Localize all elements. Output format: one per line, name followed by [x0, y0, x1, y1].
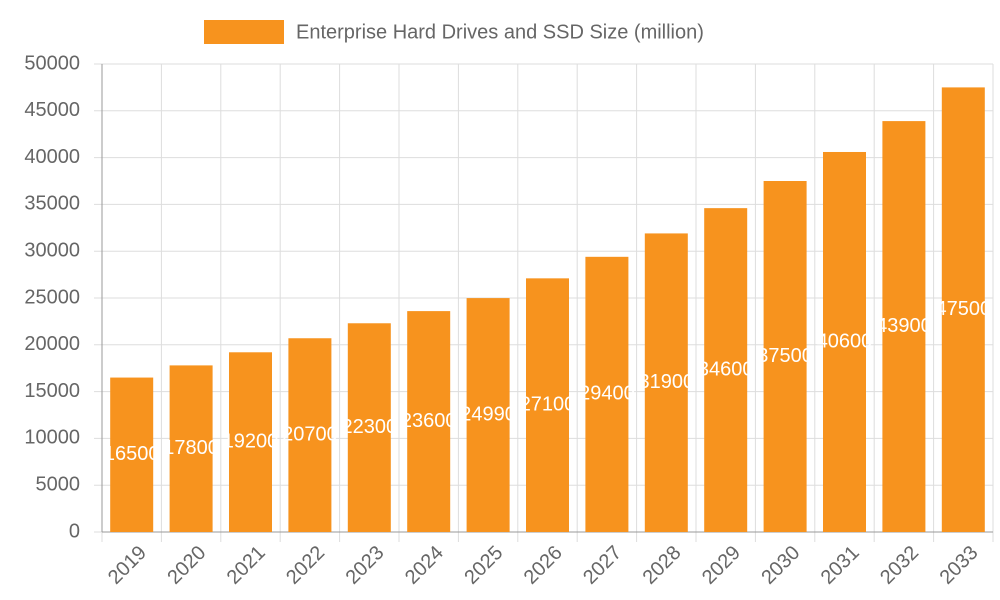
data-label: 43900	[876, 315, 932, 337]
bar	[882, 121, 926, 532]
x-tick-label: 2026	[520, 542, 567, 589]
bar	[407, 311, 451, 532]
data-label: 19200	[223, 430, 279, 452]
bar	[169, 365, 213, 532]
bar	[110, 377, 154, 532]
data-label: 37500	[757, 345, 813, 367]
data-label: 16500	[104, 443, 160, 465]
x-tick-label: 2023	[342, 542, 389, 589]
data-label: 29400	[579, 383, 635, 405]
x-tick-label: 2020	[163, 542, 210, 589]
y-tick-label: 20000	[24, 333, 80, 355]
bar	[644, 233, 688, 532]
x-tick-label: 2025	[460, 542, 507, 589]
legend-swatch	[204, 20, 284, 44]
y-tick-label: 50000	[24, 52, 80, 74]
bar	[823, 151, 866, 532]
data-label: 47500	[935, 298, 991, 320]
y-tick-label: 30000	[24, 239, 80, 261]
bar	[763, 181, 807, 532]
x-tick-label: 2022	[282, 542, 329, 589]
bar	[704, 208, 748, 533]
x-tick-label: 2033	[936, 542, 983, 589]
bar	[229, 352, 272, 532]
bar	[288, 338, 332, 532]
bar	[941, 87, 985, 533]
data-label: 24990	[460, 403, 516, 425]
data-label: 20700	[282, 423, 338, 445]
data-label: 34600	[698, 358, 754, 380]
y-tick-label: 0	[69, 520, 80, 542]
y-tick-label: 15000	[24, 380, 80, 402]
x-tick-label: 2028	[639, 542, 686, 589]
bar	[585, 256, 629, 532]
bar	[526, 278, 569, 532]
data-label: 40600	[817, 330, 873, 352]
x-tick-label: 2032	[876, 542, 923, 589]
y-tick-label: 40000	[24, 146, 80, 168]
data-label: 22300	[341, 416, 397, 438]
y-tick-label: 5000	[36, 473, 81, 495]
y-tick-label: 10000	[24, 427, 80, 449]
data-label: 31900	[638, 371, 694, 393]
x-tick-label: 2031	[817, 542, 864, 589]
x-tick-label: 2030	[757, 542, 804, 589]
x-tick-label: 2021	[223, 542, 270, 589]
y-tick-label: 35000	[24, 193, 80, 215]
x-tick-label: 2019	[104, 542, 151, 589]
data-label: 17800	[163, 437, 219, 459]
data-label: 27100	[520, 393, 576, 415]
y-tick-label: 45000	[24, 99, 80, 121]
x-tick-label: 2029	[698, 542, 745, 589]
x-tick-label: 2027	[579, 542, 626, 589]
data-label: 23600	[401, 410, 457, 432]
bar	[347, 323, 391, 532]
bar	[466, 298, 510, 532]
legend-label: Enterprise Hard Drives and SSD Size (mil…	[296, 21, 704, 43]
x-tick-label: 2024	[401, 542, 448, 589]
y-tick-label: 25000	[24, 286, 80, 308]
